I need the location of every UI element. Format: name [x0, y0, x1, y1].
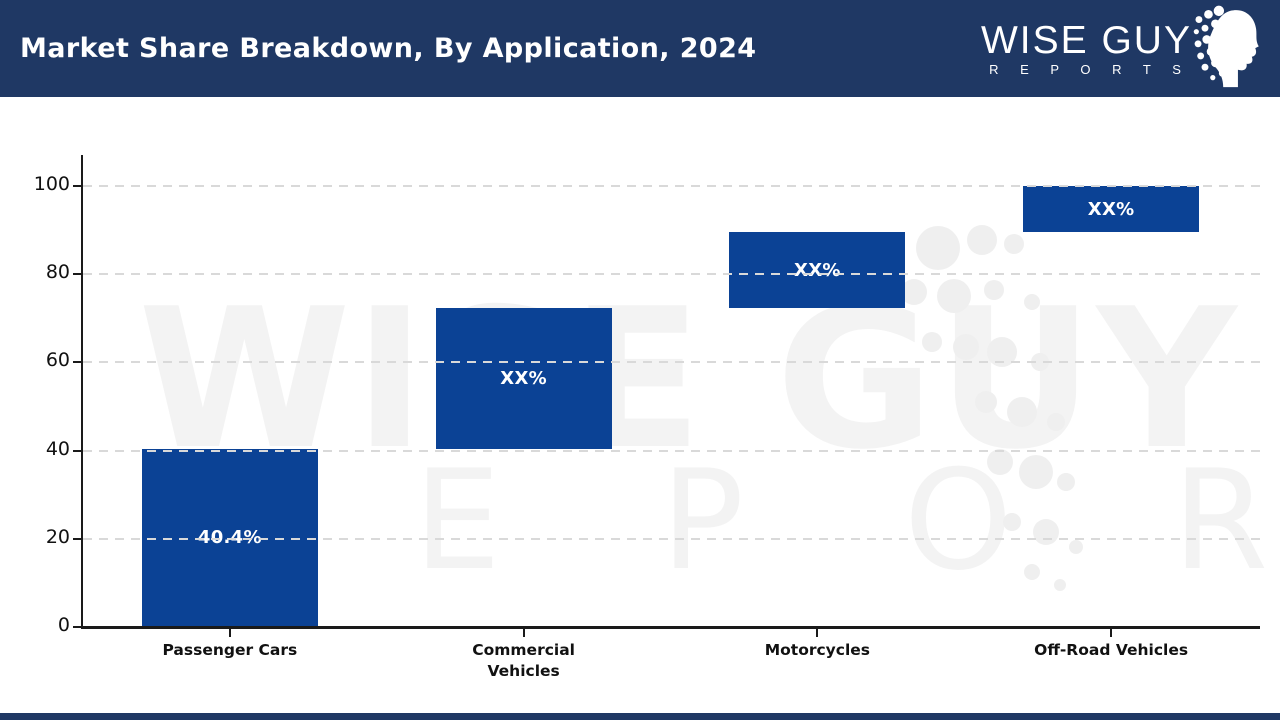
bar-value-label: XX%: [794, 259, 841, 281]
header-band: Market Share Breakdown, By Application, …: [0, 0, 1280, 97]
x-category-label: Off-Road Vehicles: [1034, 641, 1189, 659]
footer-band: [0, 713, 1280, 720]
gridline-40: [83, 449, 1260, 452]
x-tick: [816, 629, 819, 637]
page-title: Market Share Breakdown, By Application, …: [20, 33, 757, 64]
x-category-label: Passenger Cars: [162, 641, 298, 659]
y-tick-label: 20: [45, 525, 70, 548]
y-tick: [73, 273, 81, 276]
logo-text: WISE GUY R E P O R T S: [980, 18, 1192, 78]
y-tick: [73, 185, 81, 187]
logo-wordmark: WISE GUY: [980, 18, 1192, 62]
gridline-20: [83, 537, 1260, 540]
logo-subtext: R E P O R T S: [989, 62, 1190, 78]
x-tick: [228, 629, 231, 637]
bar-commercial-vehicles: XX%: [435, 307, 612, 449]
gridline-60: [83, 361, 1260, 364]
y-tick: [73, 449, 81, 452]
watermark-line2: R E P O R T S: [158, 440, 1280, 601]
dotted-head-profile-icon: [1193, 5, 1259, 88]
gridline-80: [83, 273, 1260, 276]
x-tick: [1110, 629, 1113, 637]
x-axis-line: [81, 626, 1260, 629]
y-tick-label: 80: [45, 261, 70, 284]
y-tick: [73, 361, 81, 364]
gridline-100: [83, 185, 1260, 187]
y-tick-label: 100: [33, 173, 70, 195]
x-category-label: Commercial Vehicles: [472, 641, 575, 680]
x-tick: [522, 629, 525, 637]
y-tick: [73, 626, 81, 628]
bar-value-label: XX%: [1087, 198, 1135, 220]
y-tick: [73, 537, 81, 540]
wiseguy-logo: WISE GUY R E P O R T S: [981, 4, 1270, 94]
watermark-line1: WISE GUY: [138, 267, 1240, 492]
y-axis-line: [81, 155, 83, 628]
bar-off-road-vehicles: XX%: [1023, 186, 1200, 233]
y-tick-label: 60: [45, 349, 70, 372]
bar-motorcycles: XX%: [729, 232, 906, 308]
bar-value-label: XX%: [500, 367, 547, 389]
y-tick-label: 0: [57, 614, 70, 636]
x-category-label: Motorcycles: [764, 641, 871, 659]
y-tick-label: 40: [45, 437, 70, 460]
